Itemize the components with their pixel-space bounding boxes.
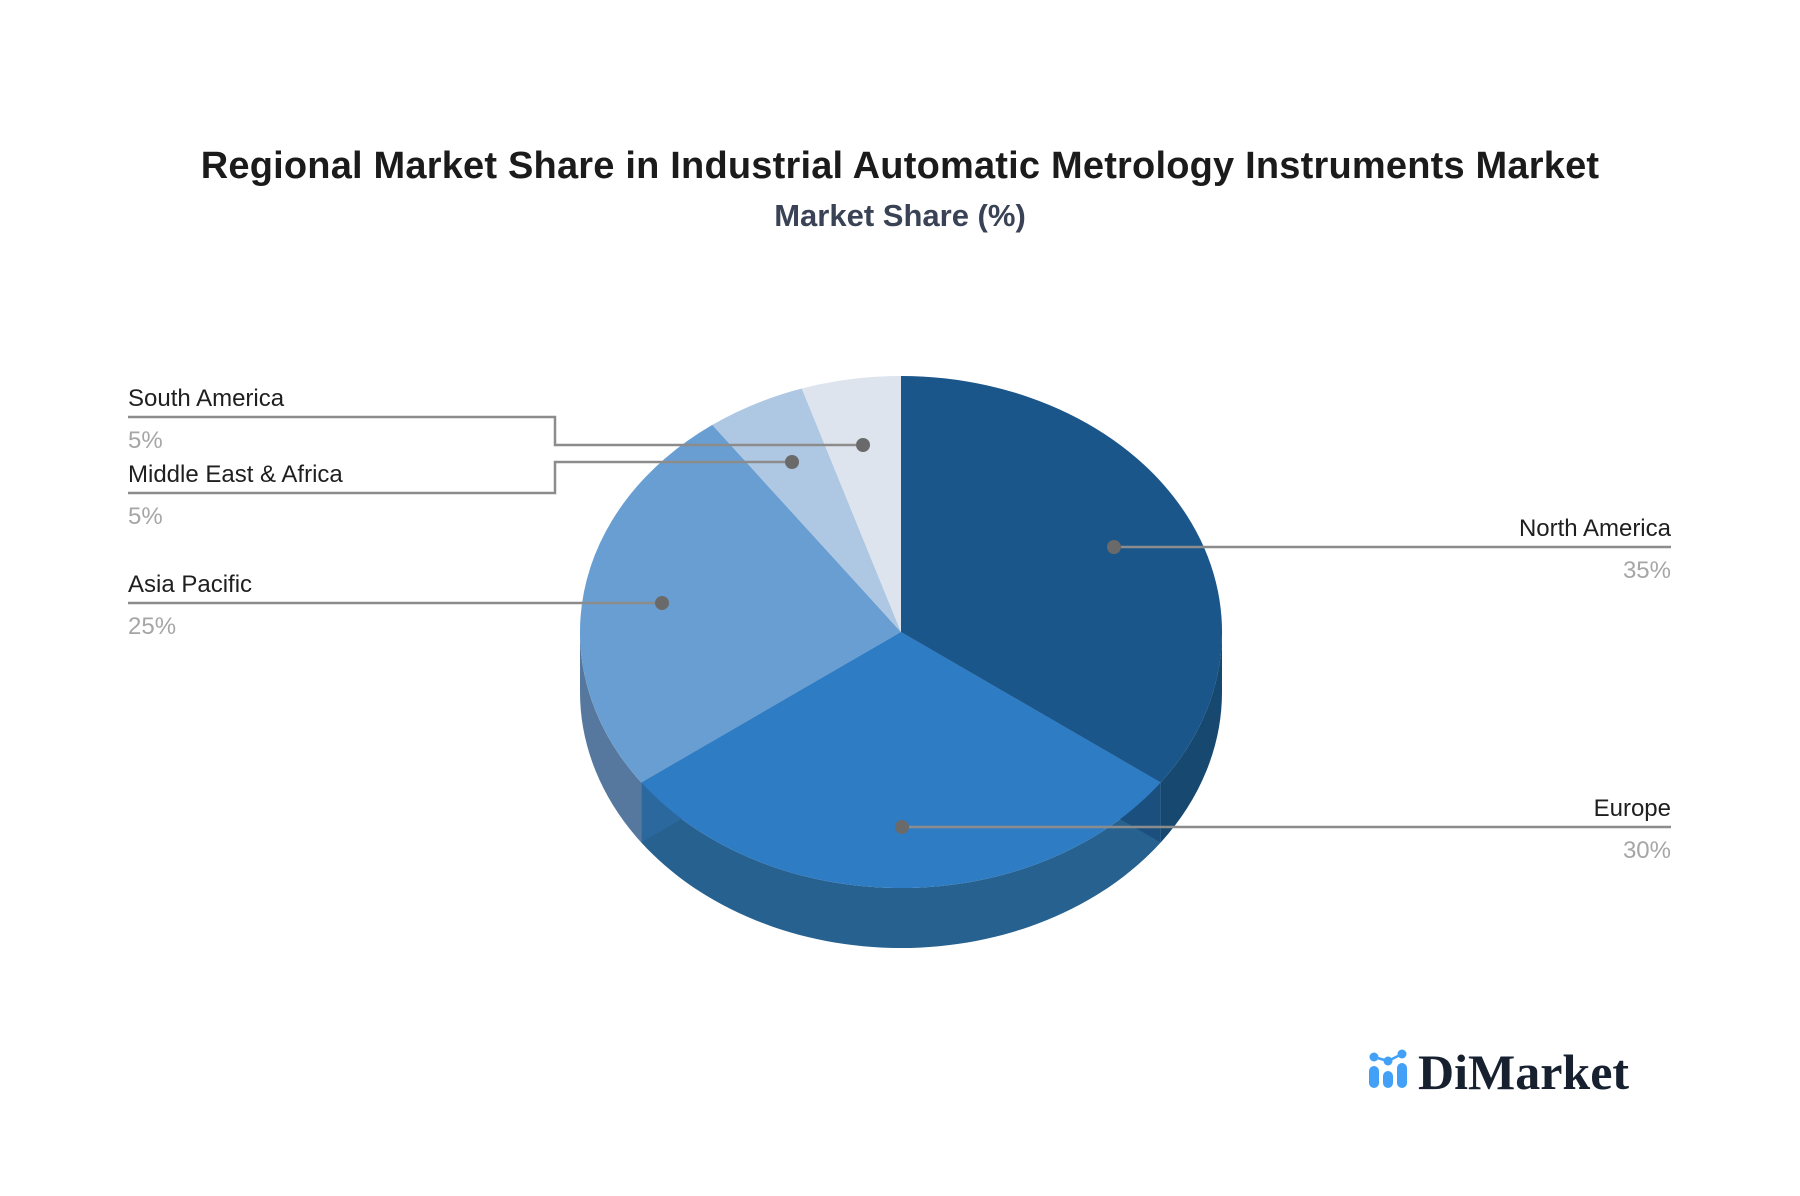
- chart-title: Regional Market Share in Industrial Auto…: [200, 145, 1600, 187]
- logo-icon-shape: [1383, 1071, 1393, 1088]
- leader-dot-middle-east-africa: [785, 455, 799, 469]
- callout-label-middle-east-africa: Middle East & Africa: [128, 461, 343, 488]
- logo-wordmark: DiMarket: [1418, 1044, 1630, 1100]
- callout-value-europe: 30%: [1622, 837, 1671, 864]
- pie-side-europe: [641, 782, 1161, 949]
- leader-dot-europe: [895, 820, 909, 834]
- leader-dot-south-america: [856, 438, 870, 452]
- callout-label-asia-pacific: Asia Pacific: [128, 571, 253, 598]
- leader-line-middle-east-africa: [128, 460, 785, 495]
- callout-label-south-america: South America: [128, 385, 285, 412]
- pie-side-north-america: [1160, 632, 1222, 843]
- callout-value-north-america: 35%: [1622, 557, 1671, 584]
- logo-bar-line-chart-icon: [1369, 1049, 1407, 1088]
- chart-subtitle: Market Share (%): [774, 198, 1026, 233]
- logo-icon-shape: [1397, 1049, 1407, 1059]
- logo-icon-shape: [1397, 1063, 1407, 1088]
- callout-label-north-america: North America: [1518, 515, 1671, 542]
- logo-icon-shape: [1383, 1056, 1393, 1066]
- leader-dot-north-america: [1107, 540, 1121, 554]
- leader-dot-asia-pacific: [655, 596, 669, 610]
- callout-label-europe: Europe: [1593, 795, 1671, 822]
- callout-value-asia-pacific: 25%: [128, 613, 177, 640]
- callout-value-south-america: 5%: [128, 427, 163, 454]
- leader-line-south-america: [128, 415, 856, 447]
- logo-icon-shape: [1369, 1052, 1379, 1062]
- pie-slice-asia-pacific: [579, 424, 901, 783]
- logo-icon-shape: [1369, 1066, 1379, 1088]
- pie-slice-europe: [641, 632, 1161, 889]
- pie-side-asia-pacific: [579, 632, 642, 843]
- callout-value-middle-east-africa: 5%: [128, 503, 163, 530]
- pie-slice-middle-east-africa: [712, 388, 901, 632]
- pie-slice-south-america: [801, 376, 901, 632]
- pie-slice-north-america: [901, 376, 1223, 783]
